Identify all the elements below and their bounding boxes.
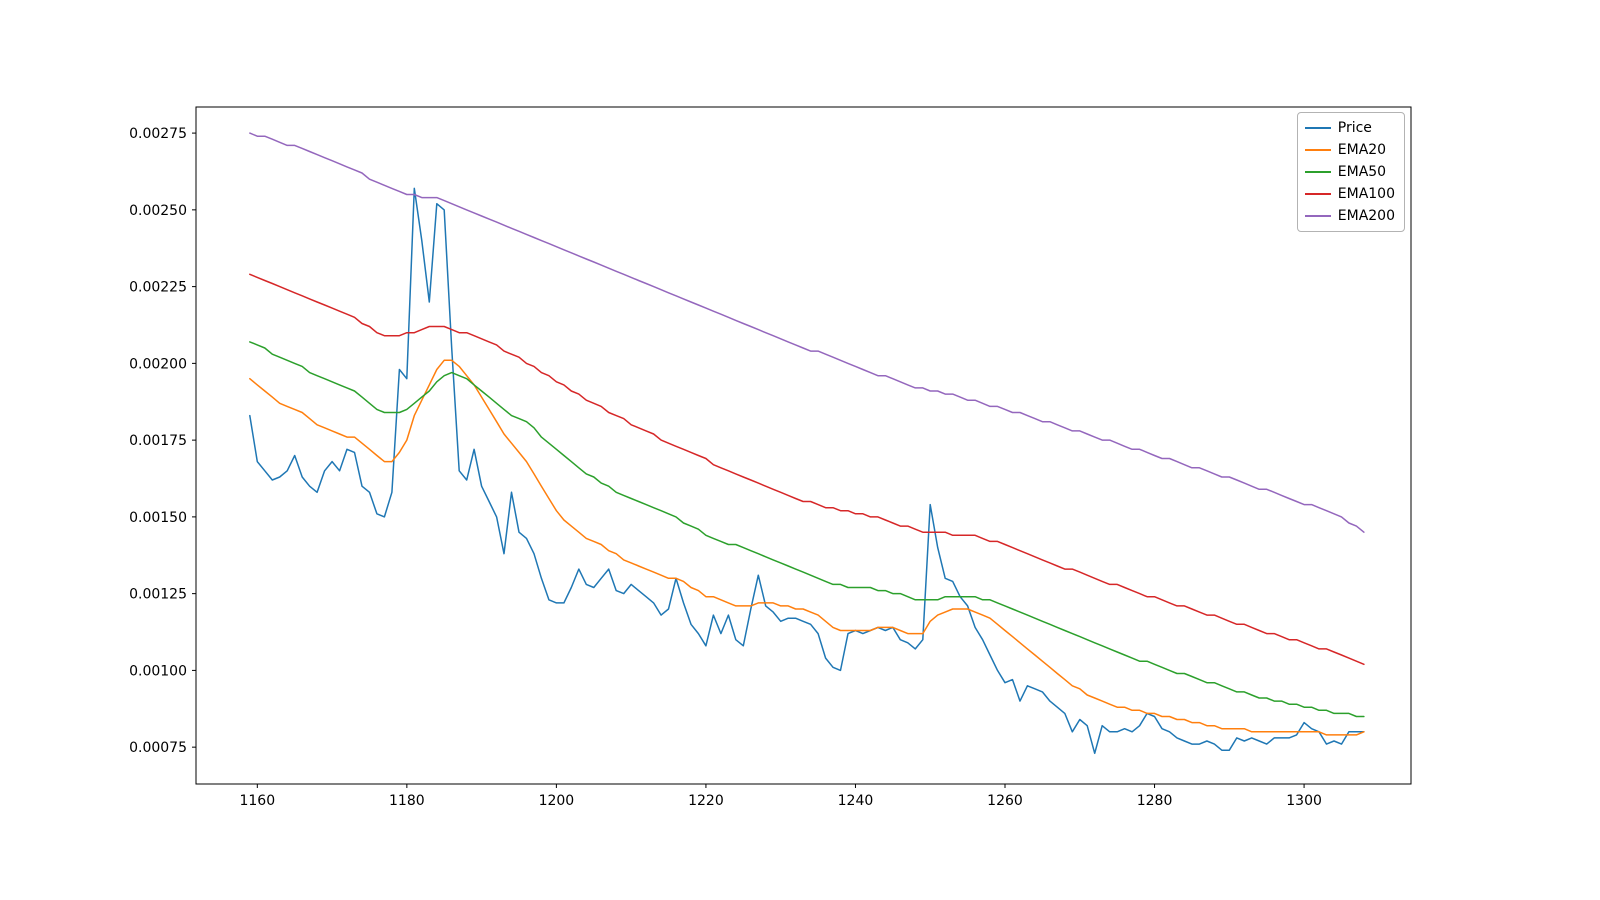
y-tick-label: 0.00100 (129, 663, 187, 679)
axes-frame (195, 106, 1412, 785)
x-tick-label: 1280 (1137, 793, 1173, 809)
y-tick-label: 0.00175 (129, 433, 187, 449)
ema20-line (249, 359, 1365, 736)
legend-line-swatch (1304, 193, 1331, 195)
legend-label: EMA20 (1337, 142, 1387, 158)
price-line (249, 187, 1365, 755)
legend-item-ema50: EMA50 (1304, 162, 1395, 182)
x-tick-label: 1220 (688, 793, 724, 809)
y-tick-label: 0.00250 (129, 203, 187, 219)
y-tick-label: 0.00125 (129, 587, 187, 603)
x-tick-label: 1180 (389, 793, 425, 809)
legend-item-price: Price (1304, 118, 1395, 138)
legend-line-swatch (1304, 127, 1331, 129)
legend-label: Price (1337, 120, 1372, 136)
x-tick-label: 1260 (987, 793, 1023, 809)
y-tick-label: 0.00075 (129, 740, 187, 756)
legend-label: EMA50 (1337, 164, 1387, 180)
y-tick-label: 0.00275 (129, 126, 187, 142)
ema200-line (249, 132, 1365, 533)
legend-line-swatch (1304, 171, 1331, 173)
legend-label: EMA200 (1337, 208, 1395, 224)
y-tick-label: 0.00200 (129, 356, 187, 372)
y-tick-label: 0.00225 (129, 280, 187, 296)
legend-item-ema20: EMA20 (1304, 140, 1395, 160)
legend: Price EMA20 EMA50 EMA100 EMA200 (1296, 112, 1405, 232)
ema50-line (249, 341, 1365, 718)
x-tick-label: 1200 (539, 793, 575, 809)
legend-item-ema200: EMA200 (1304, 206, 1395, 226)
legend-label: EMA100 (1337, 186, 1395, 202)
legend-line-swatch (1304, 149, 1331, 151)
ema100-line (249, 273, 1365, 666)
x-tick-label: 1160 (239, 793, 275, 809)
y-tick-label: 0.00150 (129, 510, 187, 526)
x-tick-label: 1240 (838, 793, 874, 809)
x-tick-label: 1300 (1286, 793, 1322, 809)
legend-item-ema100: EMA100 (1304, 184, 1395, 204)
legend-line-swatch (1304, 215, 1331, 217)
